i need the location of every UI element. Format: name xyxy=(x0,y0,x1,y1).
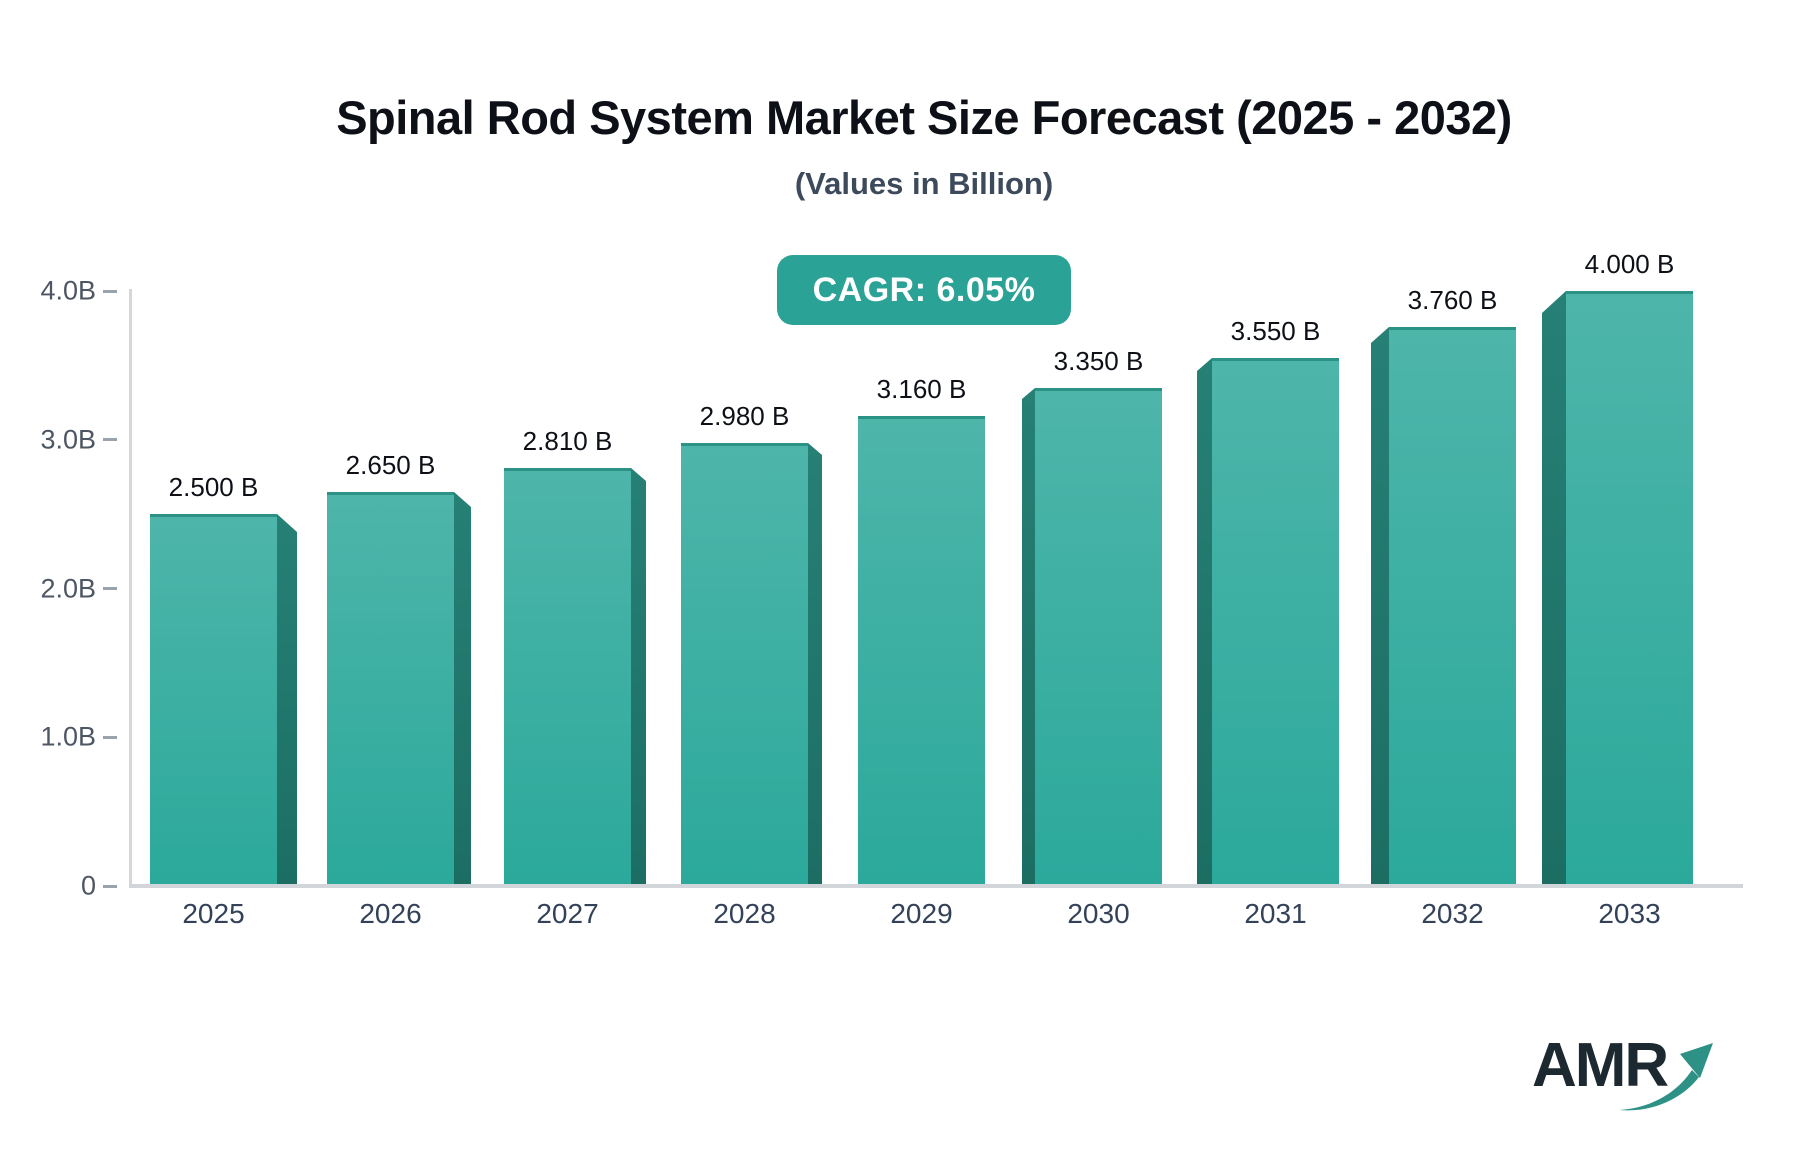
y-tick-mark xyxy=(103,289,117,293)
bar-value-label: 2.810 B xyxy=(522,426,613,456)
y-tick-mark xyxy=(103,438,117,442)
bar-2030 xyxy=(1035,388,1162,884)
x-axis-label: 2032 xyxy=(1421,898,1484,929)
bar-2032 xyxy=(1389,327,1516,884)
bar-3d-side xyxy=(631,468,646,884)
x-axis-label: 2029 xyxy=(890,898,953,929)
y-tick-mark xyxy=(103,884,117,888)
x-axis-label: 2031 xyxy=(1244,898,1307,929)
x-axis-label: 2026 xyxy=(359,898,422,929)
x-axis-label: 2033 xyxy=(1598,898,1661,929)
x-axis-line xyxy=(129,884,1743,888)
bar-3d-side xyxy=(1197,358,1212,884)
bar-value-label: 2.500 B xyxy=(168,472,259,502)
bar-2031 xyxy=(1212,358,1339,884)
y-tick-label: 1.0B xyxy=(40,721,96,752)
bar-2029 xyxy=(858,416,985,884)
bar-value-label: 3.760 B xyxy=(1407,285,1498,315)
y-axis-line xyxy=(129,289,132,888)
bar-2025 xyxy=(150,514,277,884)
bar-2026 xyxy=(327,492,454,884)
x-axis-label: 2030 xyxy=(1067,898,1130,929)
chart-subtitle: (Values in Billion) xyxy=(794,166,1054,201)
bar-3d-side xyxy=(277,514,297,884)
bar-2033 xyxy=(1566,291,1693,884)
x-axis-label: 2027 xyxy=(536,898,599,929)
bar-3d-side xyxy=(1542,291,1566,884)
bar-value-label: 3.550 B xyxy=(1230,316,1321,346)
bar-value-label: 4.000 B xyxy=(1584,249,1675,279)
bar-2027 xyxy=(504,468,631,884)
bar-3d-side xyxy=(1371,327,1389,884)
cagr-badge: CAGR: 6.05% xyxy=(776,255,1072,325)
amr-logo-text: AMR xyxy=(1532,1031,1669,1100)
y-tick-label: 0 xyxy=(80,870,96,901)
bar-value-label: 2.980 B xyxy=(699,401,790,431)
y-tick-label: 3.0B xyxy=(40,424,96,455)
bar-value-label: 3.350 B xyxy=(1053,346,1144,376)
amr-logo: AMR xyxy=(1532,1030,1742,1140)
bar-2028 xyxy=(681,443,808,884)
x-axis-label: 2025 xyxy=(182,898,245,929)
x-axis-label: 2028 xyxy=(713,898,776,929)
bar-value-label: 3.160 B xyxy=(876,374,967,404)
growth-arrow-icon xyxy=(1619,1043,1713,1111)
bar-3d-side xyxy=(1022,388,1035,884)
y-tick-label: 2.0B xyxy=(40,573,96,603)
y-tick-mark xyxy=(103,735,117,739)
y-tick-label: 4.0B xyxy=(40,275,96,306)
bar-3d-side xyxy=(808,443,822,884)
chart-title: Spinal Rod System Market Size Forecast (… xyxy=(336,91,1512,144)
cagr-badge-row: CAGR: 6.05% xyxy=(48,255,1800,325)
bar-3d-side xyxy=(454,492,471,884)
bar-value-label: 2.650 B xyxy=(345,450,436,480)
y-tick-mark xyxy=(103,587,117,590)
